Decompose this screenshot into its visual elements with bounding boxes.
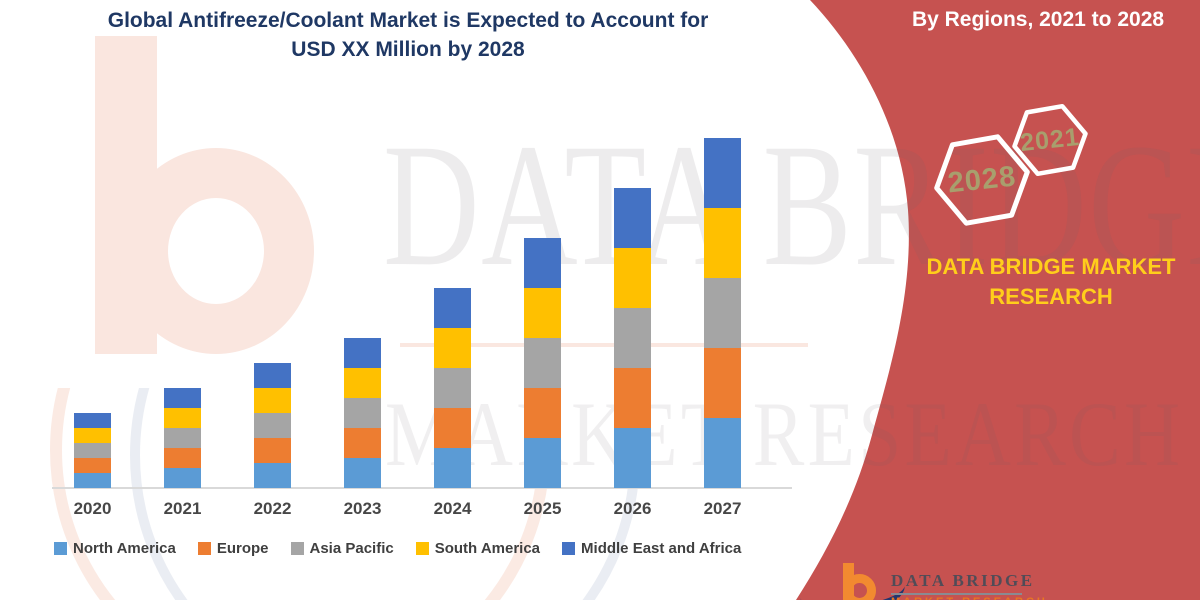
bar-segment-south-america [74, 428, 111, 443]
legend-item-north-america: North America [54, 540, 176, 557]
bar-segment-europe [524, 388, 561, 438]
x-axis-line [52, 487, 792, 489]
bar-segment-middle-east-and-africa [164, 388, 201, 408]
bar-segment-europe [614, 368, 651, 428]
bar-segment-south-america [164, 408, 201, 428]
bar-2020 [74, 413, 111, 488]
legend-item-europe: Europe [197, 540, 269, 557]
bar-segment-middle-east-and-africa [254, 363, 291, 388]
bar-segment-middle-east-and-africa [74, 413, 111, 428]
bar-segment-north-america [434, 448, 471, 488]
bar-segment-europe [344, 428, 381, 458]
bar-2023 [344, 338, 381, 488]
bar-2025 [524, 238, 561, 488]
bar-segment-south-america [434, 328, 471, 368]
legend-swatch-icon [415, 542, 429, 555]
bar-segment-north-america [524, 438, 561, 488]
bar-segment-asia-pacific [434, 368, 471, 408]
legend-swatch-icon [54, 542, 67, 555]
legend-label: Europe [216, 540, 269, 557]
bar-segment-south-america [524, 288, 561, 338]
legend-label: Asia Pacific [309, 540, 394, 557]
legend-item-asia-pacific: Asia Pacific [290, 540, 394, 557]
bar-segment-middle-east-and-africa [434, 288, 471, 328]
bar-2026 [614, 188, 651, 488]
legend-label: North America [73, 540, 176, 557]
bar-2022 [254, 363, 291, 488]
bar-segment-europe [254, 438, 291, 463]
bar-2027 [704, 138, 741, 488]
x-axis-label-2023: 2023 [343, 499, 382, 518]
bar-segment-asia-pacific [74, 443, 111, 458]
bar-2024 [434, 288, 471, 488]
x-axis-label-2021: 2021 [163, 499, 202, 518]
legend-label: Middle East and Africa [581, 540, 742, 557]
bar-2021 [164, 388, 201, 488]
bar-segment-europe [704, 348, 741, 418]
bar-segment-asia-pacific [164, 428, 201, 448]
bar-segment-middle-east-and-africa [344, 338, 381, 368]
bar-segment-europe [434, 408, 471, 448]
legend-item-south-america: South America [415, 540, 541, 557]
page-title-line2: USD XX Million by 2028 [291, 38, 525, 61]
bar-segment-asia-pacific [344, 398, 381, 428]
bar-segment-asia-pacific [254, 413, 291, 438]
legend-label: South America [434, 540, 541, 557]
x-axis-label-2026: 2026 [613, 499, 652, 518]
x-axis-label-2024: 2024 [433, 499, 472, 518]
bar-segment-europe [74, 458, 111, 473]
bar-segment-north-america [704, 418, 741, 488]
x-axis-label-2027: 2027 [703, 499, 742, 518]
bar-segment-south-america [614, 248, 651, 308]
bar-segment-south-america [254, 388, 291, 413]
legend-swatch-icon [290, 542, 304, 555]
bar-segment-europe [164, 448, 201, 468]
bar-segment-asia-pacific [524, 338, 561, 388]
bar-segment-asia-pacific [704, 278, 741, 348]
x-axis-label-2020: 2020 [73, 499, 112, 518]
bar-segment-north-america [344, 458, 381, 488]
bar-segment-middle-east-and-africa [704, 138, 741, 208]
bar-segment-asia-pacific [614, 308, 651, 368]
chart-legend: North America Europe Asia Pacific South Ame… [54, 540, 763, 557]
x-axis-label-2025: 2025 [523, 499, 562, 518]
page-title-line1: Global Antifreeze/Coolant Market is Expe… [107, 9, 709, 32]
bar-segment-north-america [164, 468, 201, 488]
bar-segment-north-america [254, 463, 291, 488]
page-title: Global Antifreeze/Coolant Market is Expe… [88, 6, 728, 64]
legend-swatch-icon [197, 542, 211, 555]
bar-segment-south-america [704, 208, 741, 278]
bar-segment-middle-east-and-africa [614, 188, 651, 248]
bar-segment-middle-east-and-africa [524, 238, 561, 288]
bar-segment-north-america [74, 473, 111, 488]
legend-swatch-icon [562, 542, 576, 555]
x-axis-label-2022: 2022 [253, 499, 292, 518]
bar-segment-south-america [344, 368, 381, 398]
bar-segment-north-america [614, 428, 651, 488]
legend-item-middle-east-and-africa: Middle East and Africa [562, 540, 741, 557]
